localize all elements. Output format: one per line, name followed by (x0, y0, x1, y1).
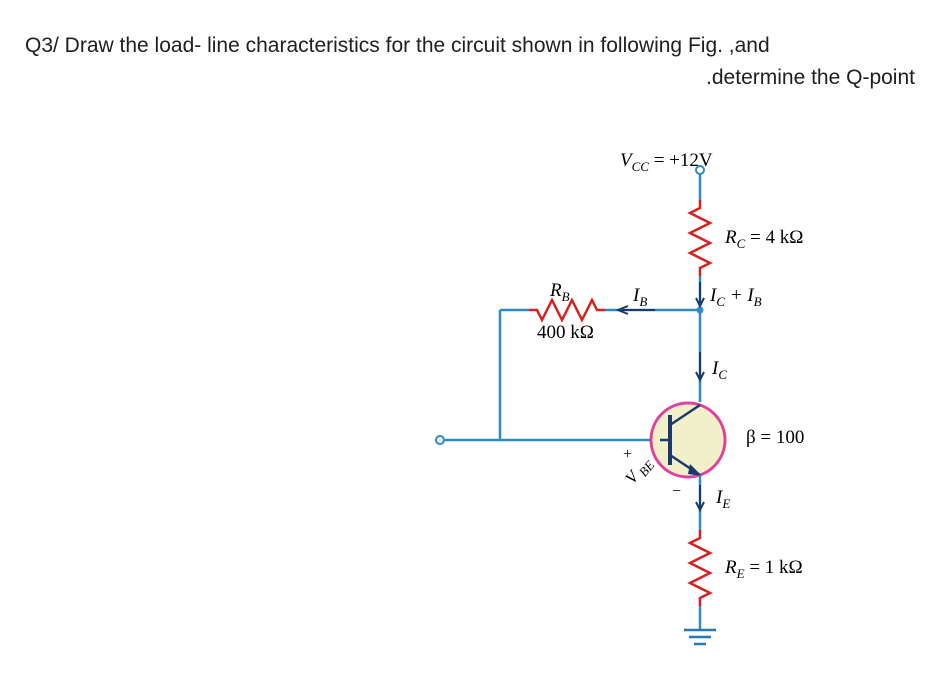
rb-label: RB (550, 280, 570, 305)
rb-value: 400 kΩ (537, 322, 594, 344)
beta-label: β = 100 (746, 427, 804, 449)
ib-label: IB (633, 285, 647, 310)
question-line2: .determine the Q-point (25, 62, 915, 94)
re-resistor (690, 530, 710, 606)
ie-arrow (696, 485, 704, 510)
question-line1: Q3/ Draw the load- line characteristics … (25, 30, 915, 62)
ic-arrow (696, 352, 704, 380)
rc-label: RC = 4 kΩ (725, 227, 803, 252)
vcc-label: VCC = +12V (620, 150, 713, 175)
ic-ib-arrow (696, 282, 704, 306)
circuit-diagram: VCC = +12V RC = 4 kΩ RB 400 kΩ IB IC + I… (0, 130, 940, 670)
rc-resistor (690, 200, 710, 276)
question-text: Q3/ Draw the load- line characteristics … (25, 30, 915, 93)
ic-label: IC (712, 358, 727, 383)
vbe-minus: − (672, 483, 681, 501)
input-terminal (436, 436, 444, 444)
re-label: RE = 1 kΩ (725, 557, 803, 582)
ic-ib-label: IC + IB (710, 285, 762, 310)
circuit-svg (0, 130, 940, 670)
ie-label: IE (716, 487, 730, 512)
vbe-plus: + (623, 446, 632, 464)
